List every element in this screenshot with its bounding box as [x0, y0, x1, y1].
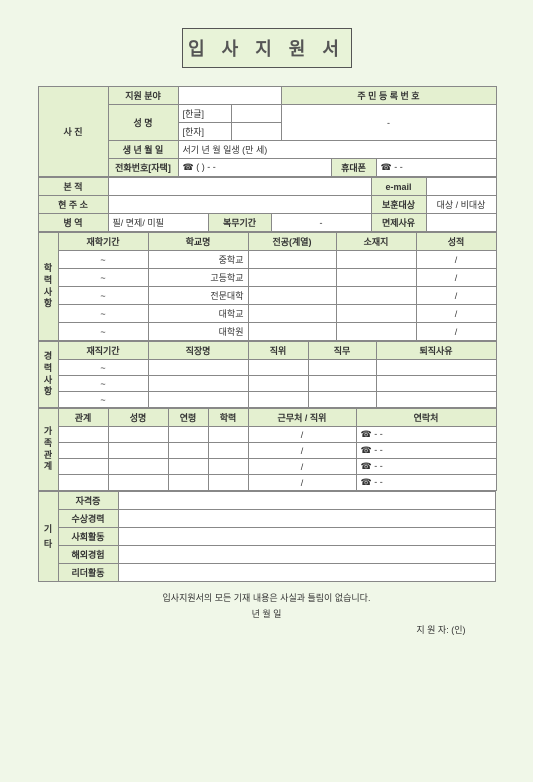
- mil-exempt-label: 면제사유: [371, 214, 426, 232]
- family-section: 가족관계 관계 성명 연령 학력 근무처 / 직위 연락처 /☎ - - /☎ …: [38, 408, 497, 491]
- birth-label: 생 년 월 일: [108, 141, 178, 159]
- name-kr-label: [한글]: [178, 105, 231, 123]
- edu-school-header: 학교명: [148, 233, 248, 251]
- edu-row: ~대학원/: [38, 323, 496, 341]
- family-row: /☎ - -: [38, 475, 496, 491]
- career-side-label: 경력사항: [38, 342, 58, 408]
- edu-major-header: 전공(계열): [248, 233, 336, 251]
- career-job-header: 직무: [308, 342, 376, 360]
- family-row: /☎ - -: [38, 427, 496, 443]
- name-cn-value[interactable]: [231, 123, 281, 141]
- name-label: 성 명: [108, 105, 178, 141]
- name-kr-value[interactable]: [231, 105, 281, 123]
- tel-label: 전화번호[자택]: [108, 159, 178, 177]
- footer: 입사지원서의 모든 기재 내용은 사실과 틀림이 없습니다. 년 월 일 지 원…: [38, 590, 496, 639]
- email-label: e-mail: [371, 178, 426, 196]
- military-label: 병 역: [38, 214, 108, 232]
- family-side-label: 가족관계: [38, 409, 58, 491]
- origin-value[interactable]: [108, 178, 371, 196]
- etc-value[interactable]: [118, 564, 495, 582]
- edu-side-label: 학력사항: [38, 233, 58, 341]
- edu-period-header: 재학기간: [58, 233, 148, 251]
- education-section: 학력사항 재학기간 학교명 전공(계열) 소재지 성적 ~중학교/ ~고등학교/…: [38, 232, 497, 341]
- tel-value[interactable]: ☎ ( ) - -: [178, 159, 331, 177]
- origin-label: 본 적: [38, 178, 108, 196]
- veteran-label: 보훈대상: [371, 196, 426, 214]
- family-edu-header: 학력: [208, 409, 248, 427]
- birth-value[interactable]: 서기 년 월 일생 (만 세): [178, 141, 496, 159]
- rrn-value[interactable]: -: [281, 105, 496, 141]
- etc-section: 기타 자격증 수상경력 사회활동 해외경험 리더활동: [38, 491, 496, 582]
- signature-line: 지 원 자: (인): [38, 622, 496, 638]
- etc-value[interactable]: [118, 492, 495, 510]
- family-name-header: 성명: [108, 409, 168, 427]
- edu-row: ~대학교/: [38, 305, 496, 323]
- photo-cell: 사 진: [38, 87, 108, 177]
- etc-row-label: 해외경험: [58, 546, 118, 564]
- mil-exempt-value[interactable]: [426, 214, 496, 232]
- mobile-label: 휴대폰: [331, 159, 376, 177]
- career-section: 경력사항 재직기간 직장명 직위 직무 퇴직사유 ~ ~ ~: [38, 341, 497, 408]
- career-row: ~: [38, 360, 496, 376]
- military-value[interactable]: 필/ 면제/ 미필: [108, 214, 208, 232]
- career-pos-header: 직위: [248, 342, 308, 360]
- curr-addr-label: 현 주 소: [38, 196, 108, 214]
- edu-row: ~중학교/: [38, 251, 496, 269]
- mobile-value[interactable]: ☎ - -: [376, 159, 496, 177]
- etc-side-label: 기타: [38, 492, 58, 582]
- veteran-value[interactable]: 대상 / 비대상: [426, 196, 496, 214]
- career-reason-header: 퇴직사유: [376, 342, 496, 360]
- edu-row: ~고등학교/: [38, 269, 496, 287]
- career-comp-header: 직장명: [148, 342, 248, 360]
- declaration-text: 입사지원서의 모든 기재 내용은 사실과 틀림이 없습니다.: [38, 590, 496, 606]
- family-row: /☎ - -: [38, 459, 496, 475]
- email-value[interactable]: [426, 178, 496, 196]
- family-row: /☎ - -: [38, 443, 496, 459]
- date-line: 년 월 일: [38, 606, 496, 622]
- address-section: 본 적 e-mail 현 주 소 보훈대상 대상 / 비대상 병 역 필/ 면제…: [38, 177, 497, 232]
- field-value[interactable]: [178, 87, 281, 105]
- career-row: ~: [38, 376, 496, 392]
- etc-value[interactable]: [118, 510, 495, 528]
- career-row: ~: [38, 392, 496, 408]
- edu-loc-header: 소재지: [336, 233, 416, 251]
- mil-period-label: 복무기간: [208, 214, 271, 232]
- edu-grade-header: 성적: [416, 233, 496, 251]
- family-contact-header: 연락처: [356, 409, 496, 427]
- name-cn-label: [한자]: [178, 123, 231, 141]
- application-form: 사 진 지원 분야 주 민 등 록 번 호 성 명 [한글] - [한자] 생 …: [38, 86, 496, 582]
- top-section: 사 진 지원 분야 주 민 등 록 번 호 성 명 [한글] - [한자] 생 …: [38, 86, 497, 177]
- career-period-header: 재직기간: [58, 342, 148, 360]
- form-title: 입 사 지 원 서: [182, 28, 352, 68]
- field-label: 지원 분야: [108, 87, 178, 105]
- etc-value[interactable]: [118, 528, 495, 546]
- mil-period-value[interactable]: -: [271, 214, 371, 232]
- edu-row: ~전문대학/: [38, 287, 496, 305]
- family-rel-header: 관계: [58, 409, 108, 427]
- etc-value[interactable]: [118, 546, 495, 564]
- family-work-header: 근무처 / 직위: [248, 409, 356, 427]
- rrn-label: 주 민 등 록 번 호: [281, 87, 496, 105]
- etc-row-label: 수상경력: [58, 510, 118, 528]
- etc-row-label: 자격증: [58, 492, 118, 510]
- etc-row-label: 사회활동: [58, 528, 118, 546]
- family-age-header: 연령: [168, 409, 208, 427]
- curr-addr-value[interactable]: [108, 196, 371, 214]
- etc-row-label: 리더활동: [58, 564, 118, 582]
